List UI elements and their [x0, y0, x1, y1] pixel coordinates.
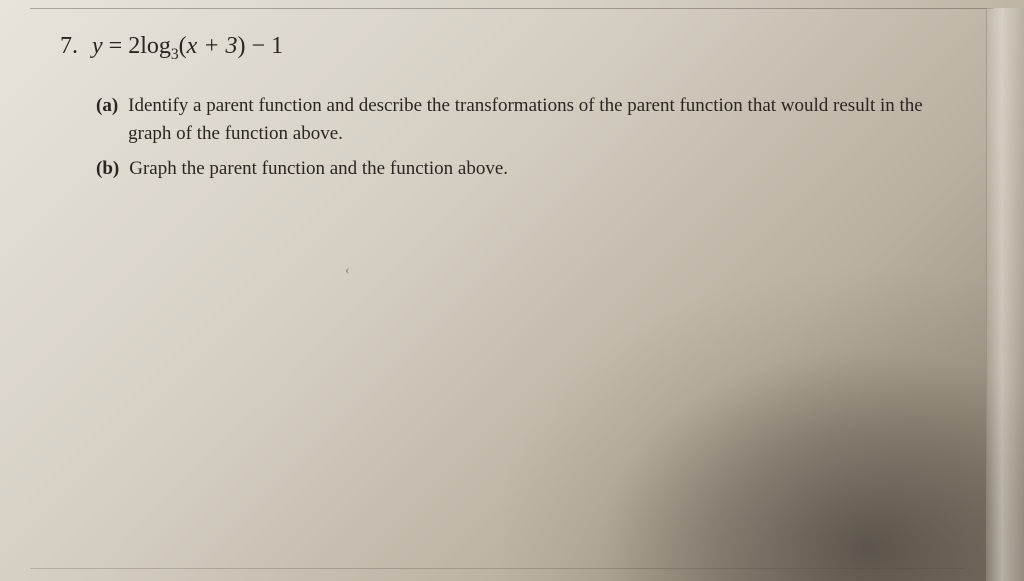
part-b: (b) Graph the parent function and the fu…: [96, 155, 964, 184]
part-label: (a): [96, 92, 118, 149]
part-text: Identify a parent function and describe …: [128, 92, 964, 149]
bottom-divider: [30, 568, 964, 569]
question-content: 7. y = 2log3(x + 3) − 1 (a) Identify a p…: [0, 9, 1024, 183]
page-edge: [986, 8, 1024, 581]
part-text: Graph the parent function and the functi…: [129, 155, 508, 184]
worksheet-page: 7. y = 2log3(x + 3) − 1 (a) Identify a p…: [0, 8, 1024, 581]
question-equation: y = 2log3(x + 3) − 1: [92, 33, 283, 64]
part-label: (b): [96, 155, 119, 184]
question-number: 7.: [60, 33, 78, 60]
hand-shadow: [504, 241, 1024, 581]
stray-mark: ‹: [345, 263, 350, 279]
question-header: 7. y = 2log3(x + 3) − 1: [60, 33, 964, 64]
question-parts: (a) Identify a parent function and descr…: [60, 92, 964, 184]
part-a: (a) Identify a parent function and descr…: [96, 92, 964, 149]
